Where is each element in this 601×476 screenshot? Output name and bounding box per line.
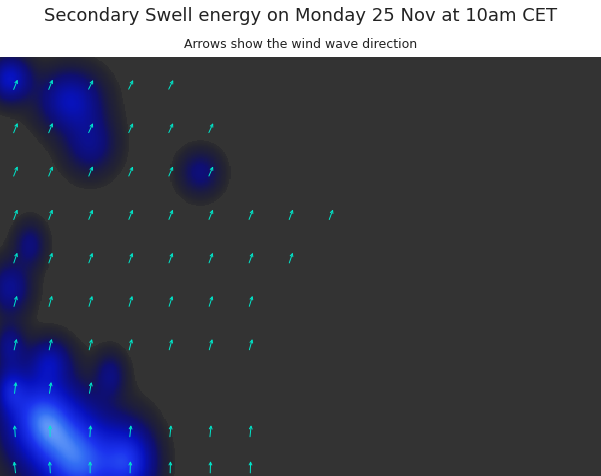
Text: Arrows show the wind wave direction: Arrows show the wind wave direction <box>184 38 417 51</box>
Text: Secondary Swell energy on Monday 25 Nov at 10am CET: Secondary Swell energy on Monday 25 Nov … <box>44 7 557 25</box>
